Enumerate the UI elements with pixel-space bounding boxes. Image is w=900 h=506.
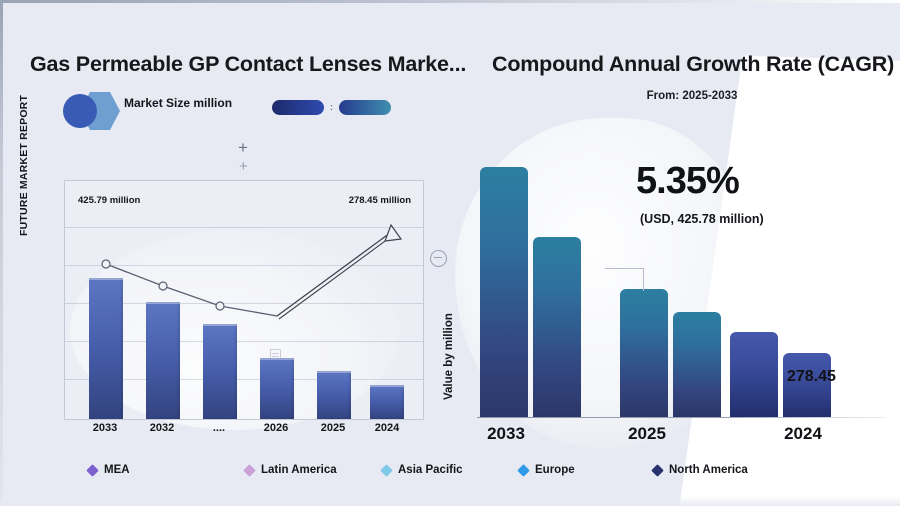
table-row: [480, 166, 528, 417]
legend-swatch-icon: [517, 463, 530, 477]
x-tick-label: 2025: [320, 422, 346, 434]
x-tick-label: 2024: [784, 424, 822, 443]
plus-icon-2: +: [239, 158, 248, 175]
plus-icon-1: +: [238, 138, 248, 157]
hexagon-overlap-logo-icon: [58, 90, 124, 132]
panel-top-border: [0, 0, 900, 3]
legend-item-north-america[interactable]: North America: [651, 463, 748, 477]
legend-label: MEA: [104, 464, 130, 476]
left-chart-x-axis: 2033 2032 .... 2026 2025 2024: [64, 422, 422, 442]
legend-item-asia-pacific[interactable]: Asia Pacific: [380, 463, 463, 477]
x-tick-label: 2024: [374, 422, 400, 434]
left-chart-plot-area: 425.79 million 278.45 million: [64, 180, 424, 420]
table-row: [89, 278, 123, 419]
logo-label: Market Size million: [124, 96, 233, 110]
cagr-note: (USD, 425.78 million): [640, 212, 764, 226]
legend-pills: :: [272, 100, 391, 115]
right-chart-baseline: [477, 416, 885, 418]
legend-item-europe[interactable]: Europe: [517, 463, 575, 477]
table-row: [783, 352, 831, 417]
x-tick-label: 2033: [487, 424, 525, 443]
x-tick-label: ....: [212, 422, 226, 434]
pill-swatch-primary: [272, 100, 324, 115]
table-row: [317, 371, 351, 419]
table-row: [620, 288, 668, 417]
legend-swatch-icon: [651, 463, 664, 477]
bottom-legend: MEA Latin America Asia Pacific Europe No…: [0, 463, 900, 490]
table-row: [370, 385, 404, 419]
table-row: [203, 324, 237, 419]
legend-swatch-icon: [380, 463, 393, 477]
legend-item-latin-america[interactable]: Latin America: [243, 463, 337, 477]
x-tick-label: 2032: [149, 422, 175, 434]
panel-left-border: [0, 0, 3, 506]
legend-item-mea[interactable]: MEA: [86, 463, 130, 477]
pill-separator: :: [330, 102, 333, 112]
table-row: [533, 236, 581, 417]
table-row: [673, 311, 721, 417]
right-chart-x-axis: 2033 2025 2024: [455, 424, 885, 448]
cagr-value: 5.35%: [636, 160, 740, 202]
x-tick-label: 2025: [628, 424, 666, 443]
table-row: [260, 358, 294, 419]
subtitle-date-range: From: 2025-2033: [646, 90, 738, 102]
page-title-right: Compound Annual Growth Rate (CAGR): [492, 52, 895, 76]
left-chart-bars: [65, 181, 423, 419]
left-chart-value-start: 425.79 million: [78, 195, 141, 206]
legend-label: Asia Pacific: [398, 464, 463, 476]
decorative-bracket: [605, 268, 644, 291]
x-tick-label: 2026: [263, 422, 289, 434]
table-row: [730, 331, 778, 417]
legend-swatch-icon: [243, 463, 256, 477]
bottom-fade: [0, 496, 900, 506]
right-chart-y-axis-label: Value by million: [443, 313, 455, 400]
legend-swatch-icon: [86, 463, 99, 477]
right-chart-plot-area: [455, 150, 885, 418]
legend-label: North America: [669, 464, 748, 476]
legend-label: Europe: [535, 464, 575, 476]
table-row: [146, 302, 180, 419]
x-tick-label: 2033: [92, 422, 118, 434]
circle-minus-icon: [430, 250, 447, 267]
left-chart-y-axis-label: FUTURE MARKET REPORT: [18, 94, 30, 236]
bar-data-label: 278.45: [787, 368, 836, 385]
pill-swatch-secondary: [339, 100, 391, 115]
legend-label: Latin America: [261, 464, 337, 476]
left-chart-value-end: 278.45 million: [348, 195, 411, 206]
page-title-left: Gas Permeable GP Contact Lenses Marke...: [30, 52, 467, 76]
